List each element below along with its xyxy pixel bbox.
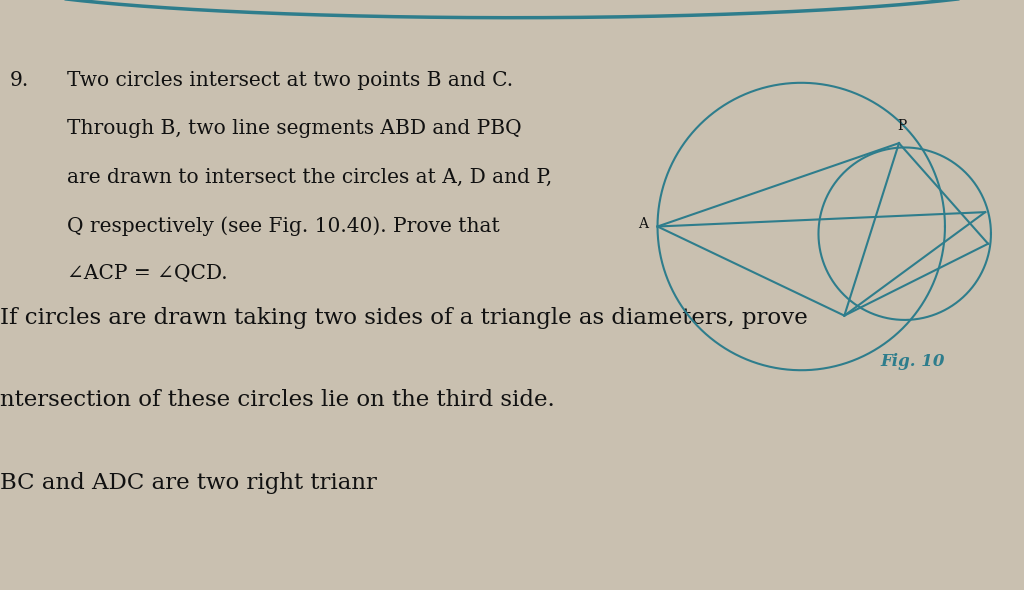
Text: Fig. 10: Fig. 10	[881, 353, 945, 371]
Text: P: P	[897, 119, 906, 133]
Text: ∠ACP = ∠QCD.: ∠ACP = ∠QCD.	[67, 264, 227, 283]
Text: 9.: 9.	[10, 71, 30, 90]
Text: BC and ADC are two right trianr: BC and ADC are two right trianr	[0, 472, 377, 494]
Text: Q respectively (see Fig. 10.40). Prove that: Q respectively (see Fig. 10.40). Prove t…	[67, 216, 500, 235]
Text: Two circles intersect at two points B and C.: Two circles intersect at two points B an…	[67, 71, 513, 90]
Text: If circles are drawn taking two sides of a triangle as diameters, prove: If circles are drawn taking two sides of…	[0, 307, 808, 329]
Text: ntersection of these circles lie on the third side.: ntersection of these circles lie on the …	[0, 389, 555, 411]
Text: A: A	[638, 217, 648, 231]
Text: Through B, two line segments ABD and PBQ: Through B, two line segments ABD and PBQ	[67, 119, 521, 138]
Text: are drawn to intersect the circles at A, D and P,: are drawn to intersect the circles at A,…	[67, 168, 552, 186]
